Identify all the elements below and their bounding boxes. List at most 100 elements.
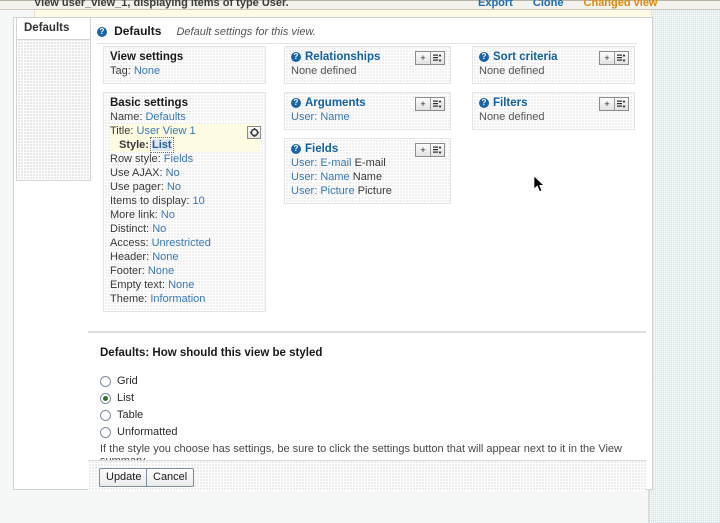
summary-row-value[interactable]: None [152,251,179,263]
form-separator [88,331,646,332]
radio-icon-selected[interactable] [100,392,111,404]
summary-box-sort-criteria: ? Sort criteria None defined + [472,46,635,84]
help-icon[interactable]: ? [291,98,301,108]
summary-box-heading: Basic settings [110,97,259,109]
summary-row: None defined [291,64,444,78]
radio-label: Unformatted [117,426,178,438]
summary-row-value[interactable]: No [166,181,181,193]
summary-row-value[interactable]: 10 [192,195,205,207]
summary-row: Tag: None [110,64,259,78]
radio-option-table[interactable]: Table [100,409,143,421]
rearrange-icon[interactable] [430,98,444,110]
summary-row-link[interactable]: User: Name [291,171,350,183]
summary-row: Empty text: None [110,278,259,292]
summary-row-value[interactable]: Defaults [145,111,186,123]
rearrange-icon[interactable] [430,52,444,64]
summary-row-value[interactable]: No [152,223,167,235]
summary-row: Footer: None [110,264,259,278]
summary-row-label: Name: [110,111,146,123]
summary-row-label: More link: [110,209,161,221]
summary-row-value[interactable]: None [168,279,195,291]
radio-label: List [117,392,135,404]
page-title: View user_view_1, displaying items of ty… [34,0,289,9]
plus-icon[interactable]: + [416,98,430,110]
rearrange-icon[interactable] [614,98,628,110]
summary-row-empty: None defined [479,65,545,77]
browser-tabbar [0,0,720,1]
summary-box-view-settings: View settings Tag: None [103,46,266,84]
rearrange-icon[interactable] [614,52,628,64]
summary-row-value[interactable]: Unrestricted [151,237,211,249]
summary-box-heading-label: Relationships [305,51,381,63]
radio-icon[interactable] [100,409,111,421]
clone-link[interactable]: Clone [532,0,564,9]
summary-box-heading-label: Sort criteria [493,51,558,63]
summary-box-tools: + [599,97,629,111]
plus-icon[interactable]: + [600,52,614,64]
summary-row-label: Footer: [110,265,148,277]
radio-icon[interactable] [100,375,111,387]
rearrange-icon[interactable] [430,144,444,156]
plus-icon[interactable]: + [416,144,430,156]
radio-icon[interactable] [100,426,111,438]
help-icon[interactable]: ? [479,52,489,62]
summary-box-heading[interactable]: ? Fields [291,143,444,155]
summary-row: Use AJAX: No [110,166,259,180]
help-icon[interactable]: ? [97,27,107,37]
style-settings-form: Defaults: How should this view be styled… [88,332,646,491]
cancel-button[interactable]: Cancel [146,468,195,487]
gear-icon[interactable] [247,126,261,139]
radio-option-unformatted[interactable]: Unformatted [100,426,178,438]
summary-row-label: Row style: [110,153,164,165]
sidebar-item-defaults[interactable]: Defaults [16,18,91,40]
desktop-background-texture [651,0,720,523]
summary-row: Items to display: 10 [110,194,259,208]
help-icon[interactable]: ? [291,52,301,62]
summary-row-value: Picture [354,185,392,197]
summary-row-value[interactable]: None [147,265,175,277]
summary-box-heading-label: Fields [305,143,339,155]
summary-row-link[interactable]: User: E-mail [291,157,352,169]
summary-row-label: Theme: [110,293,151,305]
summary-box-relationships: ? Relationships None defined + [284,46,451,84]
summary-box-heading[interactable]: ? Relationships [291,51,444,63]
summary-row-label: Use pager: [110,181,167,193]
radio-option-list[interactable]: List [100,392,134,404]
summary-row: User: Name [291,110,444,124]
summary-column-1: View settings Tag: None Basic settings Name… [103,46,266,320]
plus-icon[interactable]: + [416,52,430,64]
summary-box-heading[interactable]: ? Sort criteria [479,51,628,63]
help-icon[interactable]: ? [479,98,489,108]
summary-row-value[interactable]: List [150,137,174,153]
form-footer: Update Cancel [88,460,646,491]
summary-row-empty: None defined [479,111,545,123]
plus-icon[interactable]: + [600,98,614,110]
summary-box-heading[interactable]: ? Filters [479,97,628,109]
update-button[interactable]: Update [99,468,149,487]
radio-option-grid[interactable]: Grid [100,375,138,387]
summary-header: ? Defaults Default settings for this vie… [97,24,637,42]
summary-row-label: Tag: [110,65,134,77]
summary-box-heading-label: Basic settings [110,97,188,109]
summary-row-value[interactable]: No [160,209,175,221]
summary-row-value[interactable]: None [133,65,161,77]
summary-box-heading-label: Arguments [305,97,366,109]
summary-row-value[interactable]: User View 1 [136,125,196,137]
summary-divider [97,43,637,44]
summary-row: Title: User View 1 [110,124,259,138]
summary-row-value[interactable]: Information [150,293,206,305]
view-operations-links[interactable]: Export Clone Changed view [478,0,675,9]
summary-row-link[interactable]: User: Name [291,111,350,123]
export-link[interactable]: Export [478,0,513,9]
help-icon[interactable]: ? [291,144,301,154]
summary-box-heading[interactable]: ? Arguments [291,97,444,109]
summary-row-label: Style: [119,139,153,151]
summary-row-value: E-mail [351,157,386,169]
summary-box-heading-label: View settings [110,51,184,63]
summary-row-label: Header: [110,251,153,263]
summary-row-link[interactable]: User: Picture [291,185,355,197]
summary-row-label: Title: [110,125,137,137]
summary-box-tools: + [415,143,445,157]
summary-row-value[interactable]: No [165,167,180,179]
summary-row-value[interactable]: Fields [163,153,194,165]
